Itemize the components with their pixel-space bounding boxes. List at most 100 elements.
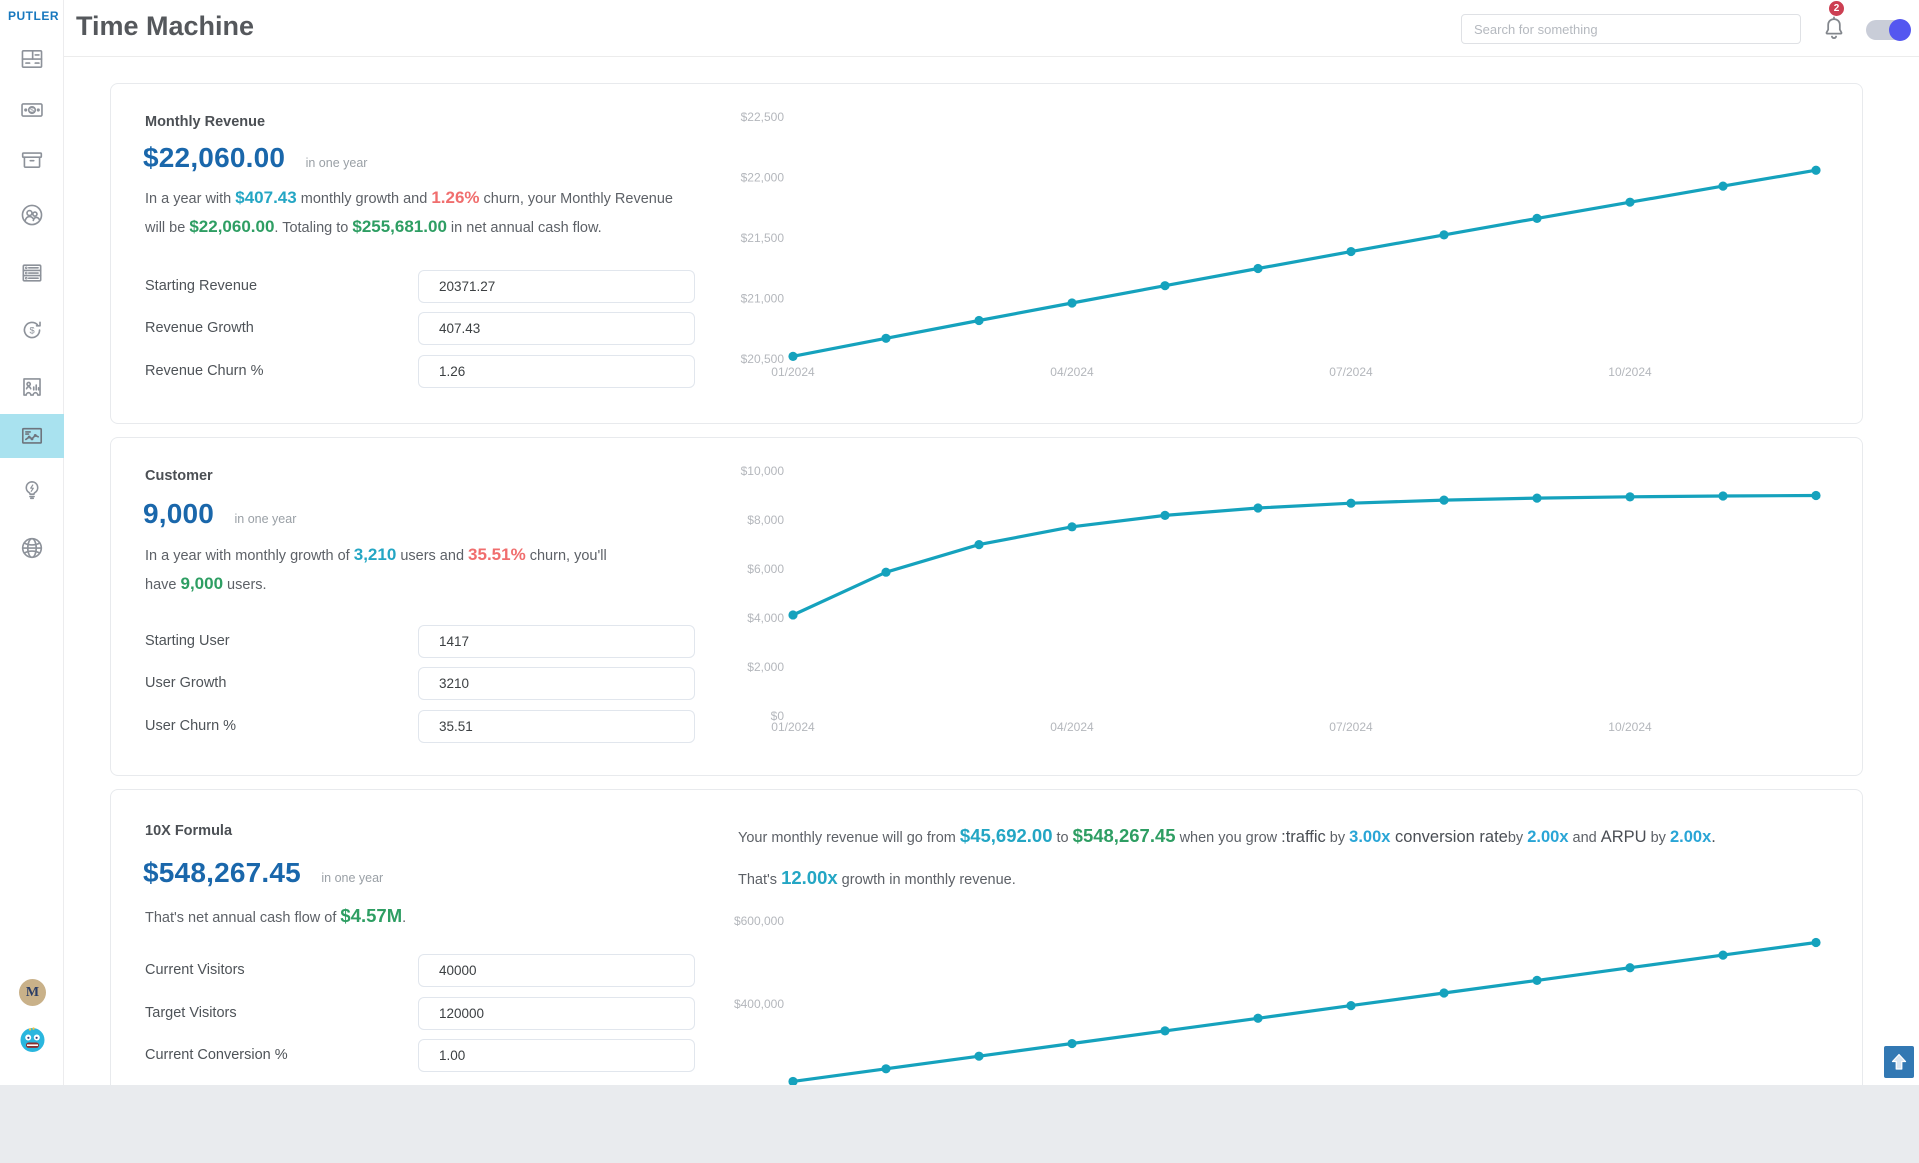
list-rows-icon xyxy=(22,264,42,282)
svg-text:$: $ xyxy=(29,325,34,335)
sidebar-item-dashboard[interactable] xyxy=(0,37,64,81)
monthly-revenue-card: Monthly Revenue $22,060.00 in one year I… xyxy=(110,83,1863,424)
text-segment: $407.43 xyxy=(235,188,297,207)
sidebar: PUTLER $ $ M xyxy=(0,0,64,1085)
svg-text:10/2024: 10/2024 xyxy=(1608,365,1652,379)
text-segment: will be xyxy=(145,220,190,236)
current-conversion-input[interactable] xyxy=(418,1039,695,1072)
svg-text:$4,000: $4,000 xyxy=(747,611,784,625)
revenue-growth-input[interactable] xyxy=(418,312,695,345)
svg-text:01/2024: 01/2024 xyxy=(771,720,815,734)
text-segment: ARPU xyxy=(1600,828,1647,846)
projection-period-label: in one year xyxy=(321,871,384,885)
user-churn-input[interactable] xyxy=(418,710,695,743)
sidebar-item-products[interactable] xyxy=(0,138,64,182)
sidebar-item-customers[interactable] xyxy=(0,193,64,237)
svg-text:$8,000: $8,000 xyxy=(747,513,784,527)
current-conversion-label: Current Conversion % xyxy=(145,1047,288,1063)
sidebar-item-time-machine[interactable] xyxy=(0,414,64,458)
banknote-icon: $ xyxy=(21,103,43,117)
text-segment: 9,000 xyxy=(180,574,224,593)
svg-text:$400,000: $400,000 xyxy=(734,997,784,1011)
sidebar-item-web[interactable] xyxy=(0,526,64,570)
bell-icon xyxy=(1825,16,1843,39)
page-background-band xyxy=(0,1085,1919,1163)
svg-text:10/2024: 10/2024 xyxy=(1608,720,1652,734)
toggle-knob xyxy=(1889,19,1911,41)
customer-card: Customer 9,000 in one year In a year wit… xyxy=(110,437,1863,776)
text-segment: In a year with xyxy=(145,191,236,207)
target-visitors-label: Target Visitors xyxy=(145,1005,237,1021)
card-title: 10X Formula xyxy=(145,823,233,839)
text-segment: growth in monthly revenue. xyxy=(837,872,1016,888)
svg-text:$22,000: $22,000 xyxy=(741,171,785,185)
sidebar-item-ideas[interactable] xyxy=(0,468,64,512)
text-segment: by xyxy=(1325,830,1350,846)
user-growth-input[interactable] xyxy=(418,667,695,700)
search-input[interactable] xyxy=(1461,14,1801,44)
svg-text:$20,500: $20,500 xyxy=(741,352,785,366)
dollar-refresh-icon: $ xyxy=(23,321,41,339)
svg-text:$10,000: $10,000 xyxy=(741,464,785,478)
text-segment: by xyxy=(1507,830,1528,846)
header: Time Machine 2 xyxy=(64,0,1919,57)
notifications-button[interactable] xyxy=(1820,13,1850,47)
svg-text:04/2024: 04/2024 xyxy=(1050,365,1094,379)
projected-10x-value: $548,267.45 xyxy=(143,857,301,888)
scroll-to-top-button[interactable] xyxy=(1884,1046,1914,1078)
svg-text:07/2024: 07/2024 xyxy=(1329,365,1373,379)
text-segment: $255,681.00 xyxy=(352,217,447,236)
text-segment: :traffic xyxy=(1281,828,1326,846)
form-row: Revenue Growth xyxy=(145,312,707,345)
text-segment: 1.26% xyxy=(431,188,480,207)
sidebar-item-insights[interactable] xyxy=(0,365,64,409)
report-card-icon xyxy=(23,378,41,396)
svg-text:01/2024: 01/2024 xyxy=(771,365,815,379)
user-growth-label: User Growth xyxy=(145,675,227,691)
sidebar-item-sales[interactable]: $ xyxy=(0,88,64,132)
text-segment: . Totaling to xyxy=(274,220,353,236)
customer-description: In a year with monthly growth of 3,210 u… xyxy=(145,541,745,599)
text-segment: $548,267.45 xyxy=(1072,825,1176,846)
starting-revenue-input[interactable] xyxy=(418,270,695,303)
mascot-avatar[interactable] xyxy=(19,1026,46,1053)
text-segment: 2.00x xyxy=(1527,828,1569,846)
sidebar-item-lists[interactable] xyxy=(0,251,64,295)
text-segment: have xyxy=(145,577,181,593)
text-segment: monthly growth and xyxy=(296,191,432,207)
form-row: Starting Revenue xyxy=(145,270,707,303)
text-segment: 3.00x xyxy=(1349,828,1391,846)
text-segment: That's net annual cash flow of xyxy=(145,910,341,926)
card-title: Monthly Revenue xyxy=(145,114,266,130)
starting-revenue-label: Starting Revenue xyxy=(145,278,258,294)
starting-user-input[interactable] xyxy=(418,625,695,658)
page-title: Time Machine xyxy=(76,11,255,41)
revenue-churn-input[interactable] xyxy=(418,355,695,388)
text-segment: 2.00x xyxy=(1669,828,1712,846)
text-segment: In a year with monthly growth of xyxy=(145,548,354,564)
text-segment: churn, you'll xyxy=(525,548,607,564)
mode-toggle[interactable] xyxy=(1866,19,1911,41)
form-row: User Churn % xyxy=(145,710,707,743)
sidebar-item-subscriptions[interactable]: $ xyxy=(0,308,64,352)
current-visitors-input[interactable] xyxy=(418,954,695,987)
text-segment: and xyxy=(1568,830,1601,846)
text-segment: $22,060.00 xyxy=(189,217,275,236)
text-segment: $4.57M xyxy=(340,905,403,926)
svg-text:$: $ xyxy=(30,107,34,114)
target-visitors-input[interactable] xyxy=(418,997,695,1030)
text-segment: . xyxy=(1711,828,1716,846)
form-row: Current Visitors xyxy=(145,954,707,987)
ten-x-headline: Your monthly revenue will go from $45,69… xyxy=(738,825,1716,847)
text-segment: . xyxy=(402,910,407,926)
text-segment: in net annual cash flow. xyxy=(446,220,602,236)
arrow-up-icon xyxy=(1891,1053,1907,1070)
putler-logo: PUTLER xyxy=(8,9,59,23)
projection-period-label: in one year xyxy=(234,512,297,526)
user-avatar[interactable]: M xyxy=(19,979,46,1006)
svg-text:$2,000: $2,000 xyxy=(747,660,784,674)
projection-period-label: in one year xyxy=(305,156,368,170)
current-visitors-label: Current Visitors xyxy=(145,962,245,978)
text-segment: users and xyxy=(396,548,469,564)
